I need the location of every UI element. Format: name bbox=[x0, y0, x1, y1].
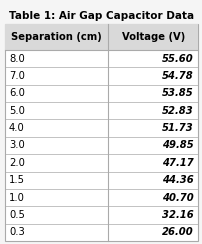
Text: 53.85: 53.85 bbox=[161, 88, 193, 98]
Text: 32.16: 32.16 bbox=[161, 210, 193, 220]
Text: 47.17: 47.17 bbox=[161, 158, 193, 168]
Text: 0.3: 0.3 bbox=[9, 227, 25, 237]
Text: 6.0: 6.0 bbox=[9, 88, 25, 98]
Text: 52.83: 52.83 bbox=[161, 106, 193, 116]
Text: 26.00: 26.00 bbox=[161, 227, 193, 237]
Text: 55.60: 55.60 bbox=[161, 54, 193, 64]
Bar bbox=[5, 24, 197, 241]
Text: 2.0: 2.0 bbox=[9, 158, 25, 168]
Text: 49.85: 49.85 bbox=[161, 141, 193, 151]
Text: 44.36: 44.36 bbox=[161, 175, 193, 185]
Text: 7.0: 7.0 bbox=[9, 71, 25, 81]
Text: 4.0: 4.0 bbox=[9, 123, 25, 133]
Text: 54.78: 54.78 bbox=[161, 71, 193, 81]
Text: 0.5: 0.5 bbox=[9, 210, 25, 220]
Text: 1.5: 1.5 bbox=[9, 175, 25, 185]
Text: 40.70: 40.70 bbox=[161, 193, 193, 203]
Text: Separation (cm): Separation (cm) bbox=[11, 32, 101, 42]
Text: 5.0: 5.0 bbox=[9, 106, 25, 116]
Text: Voltage (V): Voltage (V) bbox=[121, 32, 184, 42]
Text: Table 1: Air Gap Capacitor Data: Table 1: Air Gap Capacitor Data bbox=[9, 11, 193, 21]
Text: 1.0: 1.0 bbox=[9, 193, 25, 203]
Bar bbox=[5, 24, 197, 50]
Text: 51.73: 51.73 bbox=[161, 123, 193, 133]
Text: 8.0: 8.0 bbox=[9, 54, 25, 64]
Text: 3.0: 3.0 bbox=[9, 141, 25, 151]
